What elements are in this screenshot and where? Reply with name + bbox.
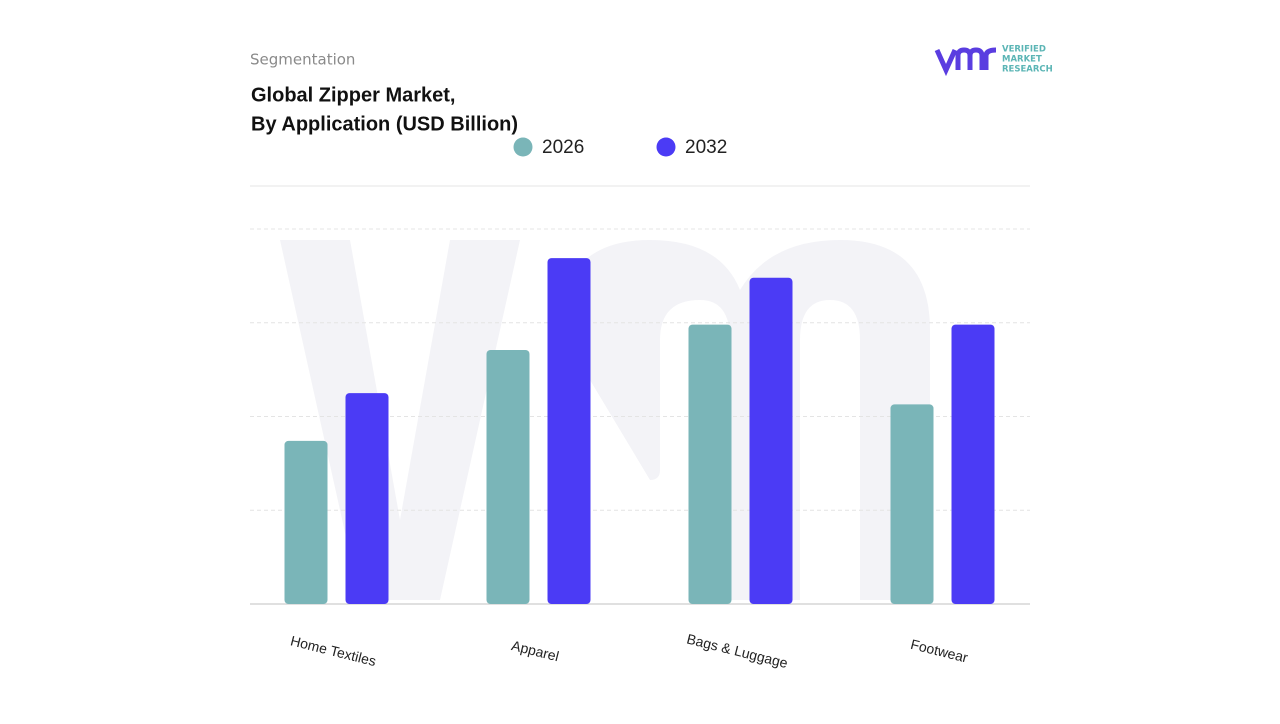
- logo-text: VERIFIED: [1002, 45, 1046, 55]
- x-tick-label: Apparel: [510, 637, 561, 664]
- section-label: Segmentation: [250, 51, 355, 69]
- bar: [688, 324, 732, 604]
- chart-title: Global Zipper Market,: [251, 84, 455, 106]
- legend-label: 2032: [685, 137, 727, 158]
- chart-title: By Application (USD Billion): [251, 113, 518, 135]
- bar: [486, 349, 530, 604]
- legend-marker: [513, 137, 533, 157]
- x-tick-label: Bags & Luggage: [685, 630, 790, 671]
- x-tick-label: Home Textiles: [289, 632, 378, 669]
- logo-text: MARKET: [1002, 55, 1042, 65]
- bar: [749, 277, 793, 604]
- legend-marker: [656, 137, 676, 157]
- logo-text: RESEARCH: [1002, 65, 1053, 75]
- x-tick-label: Footwear: [909, 636, 970, 666]
- logo-mark: [934, 47, 997, 77]
- bar: [951, 324, 995, 604]
- bar: [890, 404, 934, 604]
- bar: [345, 393, 389, 604]
- legend-label: 2026: [542, 137, 584, 158]
- bar: [547, 258, 591, 604]
- bar: [284, 440, 328, 604]
